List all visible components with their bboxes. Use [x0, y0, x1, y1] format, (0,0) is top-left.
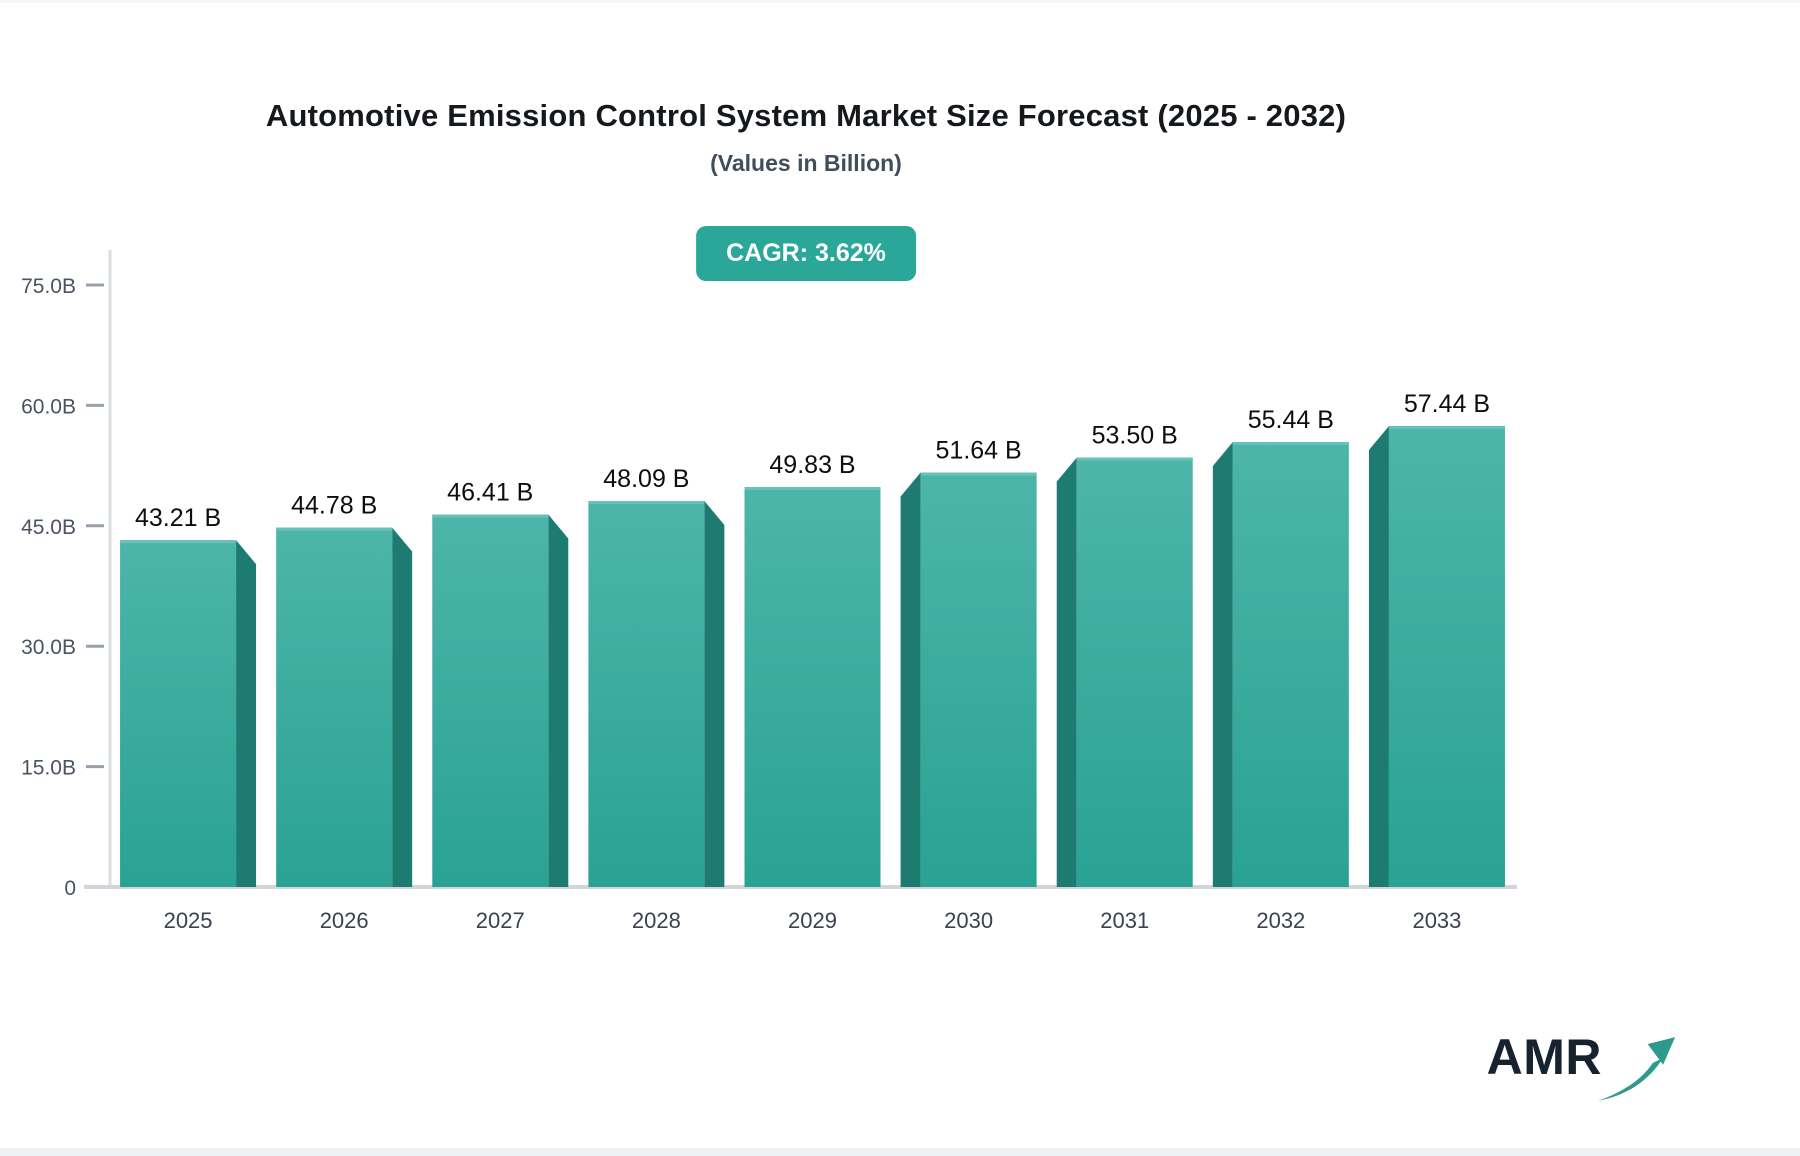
bar: [920, 472, 1037, 887]
y-tick-label: 60.0B: [21, 395, 76, 418]
x-tick-label: 2031: [1100, 908, 1149, 933]
bar-value-label: 48.09 B: [603, 465, 689, 493]
cagr-badge: CAGR: 3.62%: [696, 226, 916, 281]
bar-value-label: 57.44 B: [1404, 390, 1490, 418]
x-tick-label: 2032: [1256, 908, 1305, 933]
amr-logo-text: AMR: [1486, 1029, 1602, 1085]
bar: [432, 514, 549, 887]
y-tick-label: 45.0B: [21, 516, 76, 539]
y-tick-label: 15.0B: [21, 757, 76, 780]
x-tick-label: 2025: [164, 908, 213, 933]
y-tick-label: 75.0B: [21, 275, 76, 298]
page-edge-top: [0, 0, 1800, 3]
chart-title: Automotive Emission Control System Marke…: [265, 98, 1347, 133]
x-tick-label: 2029: [788, 908, 837, 933]
growth-arrow-icon: [1597, 1037, 1676, 1101]
bar-side-face: [1212, 442, 1233, 887]
x-tick-label: 2033: [1412, 908, 1461, 933]
bar-value-label: 43.21 B: [135, 504, 221, 532]
bar: [1388, 425, 1505, 887]
y-tick-label: 0: [64, 877, 76, 900]
bar: [276, 527, 393, 887]
bar-value-label: 46.41 B: [447, 478, 533, 506]
page-edge-bottom: [0, 1148, 1800, 1156]
x-tick-label: 2026: [320, 908, 369, 933]
bar-side-face: [1368, 425, 1389, 887]
y-tick-label: 30.0B: [21, 636, 76, 659]
bar: [1076, 457, 1193, 887]
bar-side-face: [704, 500, 725, 887]
bar: [744, 487, 881, 887]
bar-value-label: 44.78 B: [291, 492, 377, 520]
bar-value-label: 51.64 B: [936, 437, 1022, 465]
bar-side-face: [900, 472, 921, 887]
bar: [1232, 442, 1349, 887]
cagr-badge-label: CAGR: 3.62%: [726, 239, 886, 267]
bar-value-label: 55.44 B: [1248, 406, 1334, 434]
amr-logo: AMR: [1487, 1032, 1682, 1108]
x-tick-label: 2027: [476, 908, 525, 933]
bar-value-label: 53.50 B: [1092, 422, 1178, 450]
bar-side-face: [1056, 457, 1077, 887]
x-tick-label: 2030: [944, 908, 993, 933]
x-tick-label: 2028: [632, 908, 681, 933]
bar-side-face: [392, 527, 413, 887]
bar-side-face: [548, 514, 569, 887]
bar-value-label: 49.83 B: [769, 451, 855, 479]
bar-side-face: [236, 540, 257, 887]
chart-subtitle: (Values in Billion): [710, 150, 902, 176]
bar: [120, 540, 237, 887]
bar: [588, 500, 705, 887]
